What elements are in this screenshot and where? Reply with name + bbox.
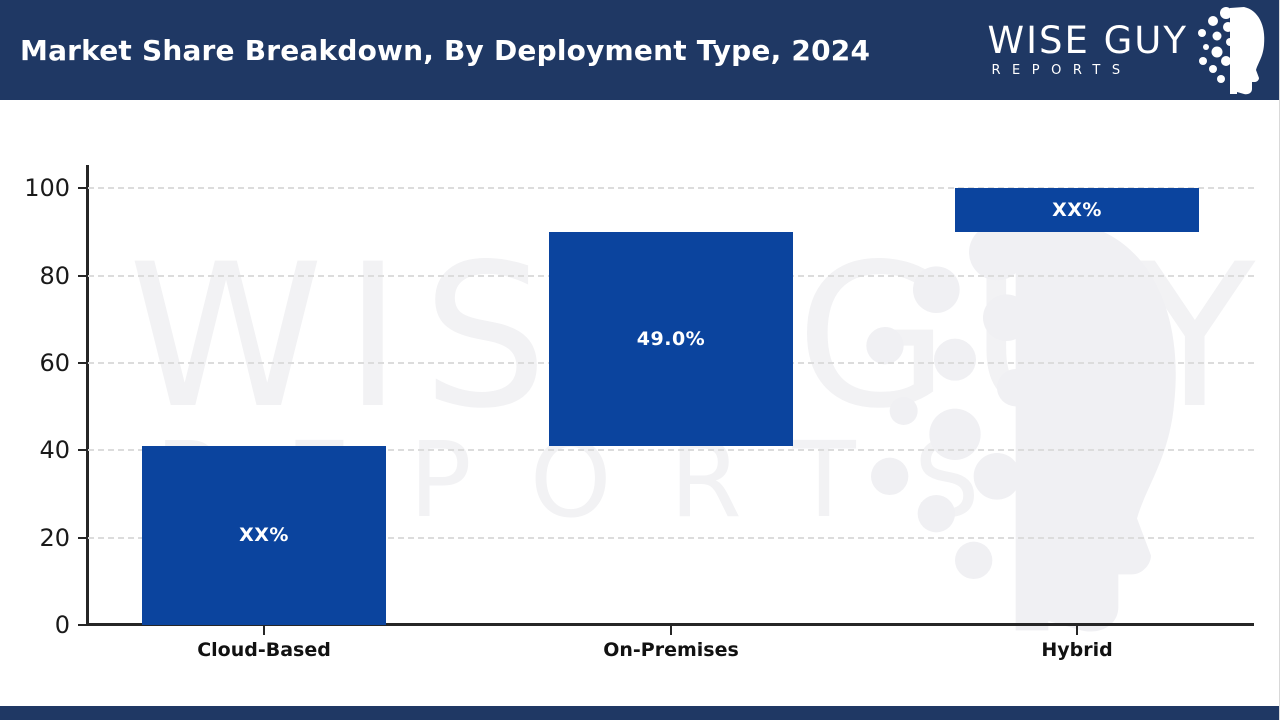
logo-wordmark: WISE GUY — [987, 19, 1188, 62]
y-tick-label: 80 — [39, 261, 70, 290]
logo-text: WISE GUY REPORTS — [988, 22, 1188, 78]
y-tick-mark — [78, 274, 87, 277]
x-category-label: Cloud-Based — [197, 639, 331, 661]
logo-subtext: REPORTS — [991, 63, 1132, 78]
x-category-label: On-Premises — [603, 639, 739, 661]
chart-title: Market Share Breakdown, By Deployment Ty… — [20, 33, 871, 67]
y-tick-mark — [78, 187, 87, 190]
y-tick-mark — [78, 536, 87, 539]
logo-head-icon — [1198, 7, 1265, 95]
y-axis-line — [86, 165, 89, 626]
y-tick-label: 20 — [39, 523, 70, 552]
header-bar: Market Share Breakdown, By Deployment Ty… — [0, 0, 1279, 100]
bar-value-label: 49.0% — [636, 327, 706, 350]
y-tick-label: 0 — [54, 611, 70, 639]
bar-on-premises: 49.0% — [549, 231, 793, 446]
y-tick-mark — [78, 449, 87, 452]
bar-hybrid: XX% — [955, 188, 1199, 232]
x-axis-line — [86, 623, 1254, 626]
bar-value-label: XX% — [239, 524, 289, 547]
y-tick-label: 100 — [24, 174, 70, 203]
gridline — [88, 187, 1254, 190]
x-tick-mark — [263, 626, 265, 635]
y-tick-mark — [78, 361, 87, 364]
x-tick-mark — [1076, 626, 1078, 635]
gridline — [88, 449, 1254, 452]
x-category-label: Hybrid — [1041, 639, 1113, 661]
y-tick-label: 60 — [39, 348, 70, 377]
gridline — [88, 536, 1254, 539]
y-tick-mark — [78, 624, 87, 626]
x-tick-mark — [670, 626, 672, 635]
wiseguy-logo: WISE GUY REPORTS — [988, 5, 1266, 95]
bar-cloud-based: XX% — [142, 445, 386, 625]
y-tick-label: 40 — [39, 436, 70, 465]
bar-value-label: XX% — [1052, 199, 1102, 222]
footer-bar — [0, 706, 1279, 720]
